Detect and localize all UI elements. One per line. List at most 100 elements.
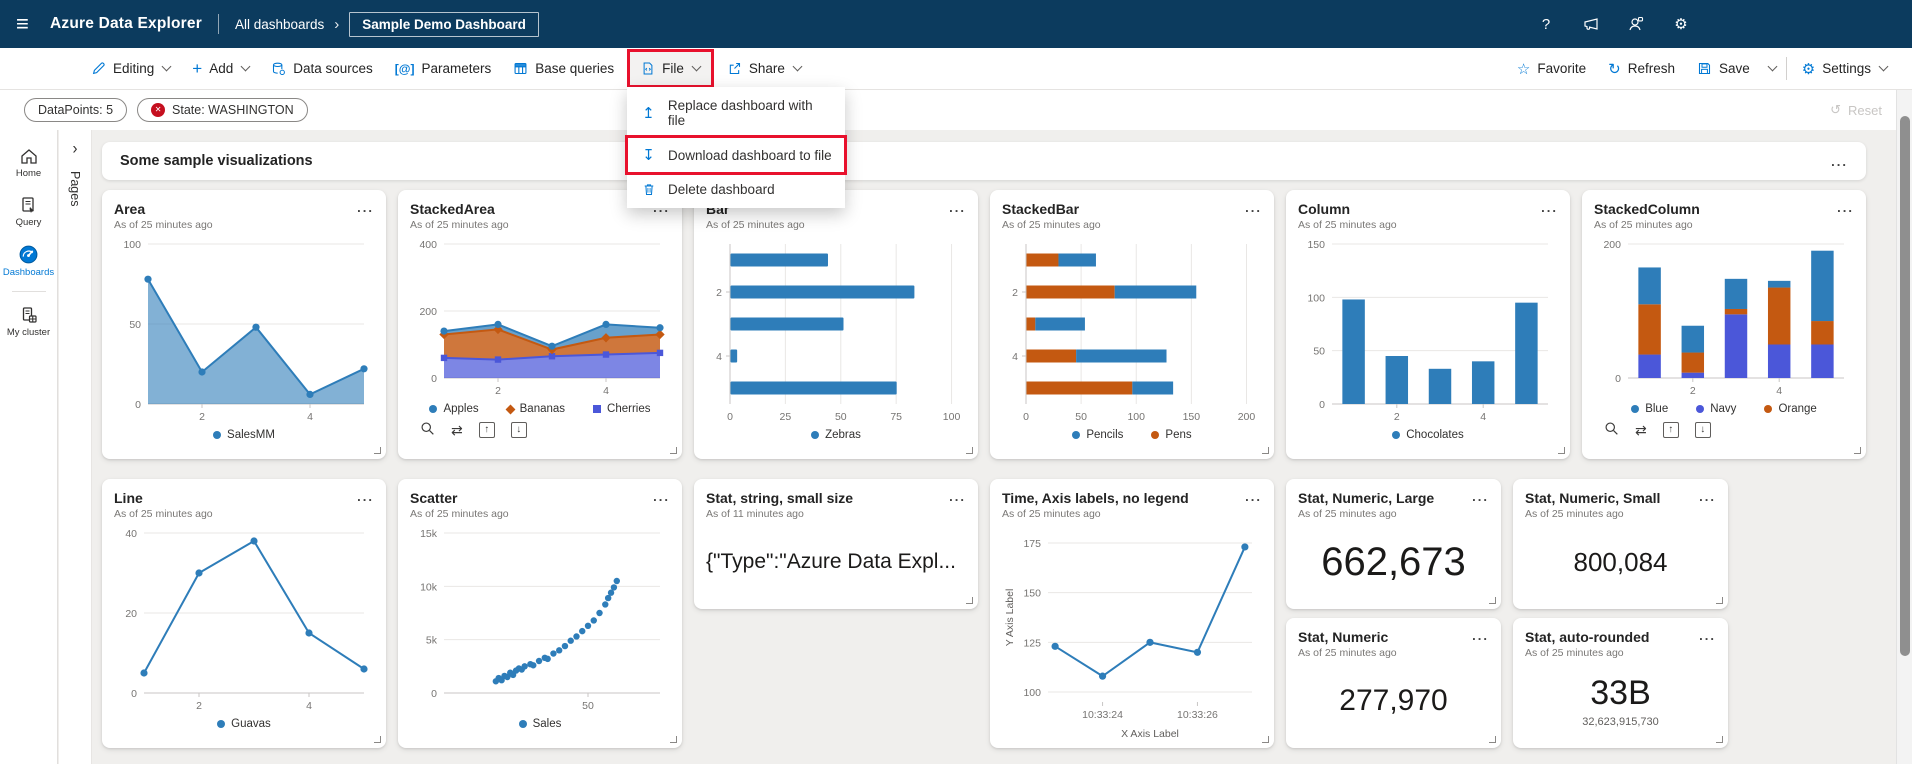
svg-text:25: 25 bbox=[780, 411, 792, 423]
menu-item-delete-dashboard[interactable]: Delete dashboard bbox=[627, 173, 845, 206]
legend-item-sales[interactable]: Sales bbox=[518, 718, 561, 730]
favorite-button[interactable]: ☆ Favorite bbox=[1516, 60, 1587, 78]
state-filter-chip[interactable]: ✕ State: WASHINGTON bbox=[137, 98, 308, 122]
remove-filter-icon[interactable]: ✕ bbox=[151, 103, 166, 117]
legend-item-navy[interactable]: Navy bbox=[1696, 403, 1736, 415]
sidebar-item-home[interactable]: Home bbox=[1, 140, 57, 185]
save-split-chevron-button[interactable] bbox=[1761, 48, 1782, 89]
breadcrumb-all-dashboards[interactable]: All dashboards bbox=[234, 16, 325, 32]
tile-resize-handle[interactable] bbox=[1716, 597, 1723, 604]
tile-resize-handle[interactable] bbox=[966, 597, 973, 604]
tile-resize-handle[interactable] bbox=[1854, 447, 1861, 454]
share-button[interactable]: Share bbox=[716, 48, 812, 89]
search-icon[interactable] bbox=[1604, 421, 1619, 439]
tile-title: Stat, Numeric, Small bbox=[1525, 490, 1661, 506]
tile-more-button[interactable]: ... bbox=[1472, 489, 1489, 504]
settings-button[interactable]: ⚙ Settings bbox=[1791, 48, 1898, 89]
expand-pages-chevron-icon[interactable]: › bbox=[72, 139, 78, 158]
stackedbar-chart: 0 50 100 150 200 2 4 bbox=[1012, 244, 1255, 423]
tile-more-button[interactable]: ... bbox=[1472, 628, 1489, 643]
tile-resize-handle[interactable] bbox=[1489, 736, 1496, 743]
toolbar-divider bbox=[1785, 57, 1787, 80]
data-sources-button[interactable]: Data sources bbox=[260, 48, 384, 89]
star-icon: ☆ bbox=[1516, 60, 1531, 78]
tile-more-button[interactable]: ... bbox=[1699, 489, 1716, 504]
legend-item-guavas[interactable]: Guavas bbox=[217, 718, 271, 730]
tile-resize-handle[interactable] bbox=[1262, 736, 1269, 743]
help-icon[interactable]: ? bbox=[1541, 15, 1551, 33]
tile-resize-handle[interactable] bbox=[966, 447, 973, 454]
tile-resize-handle[interactable] bbox=[1558, 447, 1565, 454]
tile-more-button[interactable]: ... bbox=[1699, 628, 1716, 643]
legend-item-pens[interactable]: Pens bbox=[1151, 429, 1192, 441]
tile-resize-handle[interactable] bbox=[1716, 736, 1723, 743]
legend-item-orange[interactable]: Orange bbox=[1764, 403, 1817, 415]
tile-more-button[interactable]: ... bbox=[1831, 153, 1848, 169]
editing-button[interactable]: Editing bbox=[80, 48, 181, 89]
refresh-button[interactable]: ↻ Refresh bbox=[1608, 60, 1675, 78]
legend-item-chocolates[interactable]: Chocolates bbox=[1392, 429, 1464, 441]
tile-resize-handle[interactable] bbox=[670, 736, 677, 743]
legend-item-zebras[interactable]: Zebras bbox=[811, 429, 861, 441]
tile-more-button[interactable]: ... bbox=[1837, 200, 1854, 215]
svg-text:2: 2 bbox=[1012, 287, 1018, 299]
sidebar-item-query[interactable]: Query bbox=[1, 189, 57, 234]
tile-more-button[interactable]: ... bbox=[949, 489, 966, 504]
search-icon[interactable] bbox=[420, 421, 435, 439]
tile-subtitle: As of 25 minutes ago bbox=[1002, 219, 1101, 231]
move-up-icon[interactable]: ↑ bbox=[1662, 422, 1679, 438]
chart-legend: Chocolates bbox=[1298, 429, 1558, 441]
move-up-icon[interactable]: ↑ bbox=[478, 422, 495, 438]
legend-item-cherries[interactable]: Cherries bbox=[593, 403, 651, 415]
tile-more-button[interactable]: ... bbox=[357, 489, 374, 504]
move-down-icon[interactable]: ↓ bbox=[1694, 422, 1711, 438]
legend-item-blue[interactable]: Blue bbox=[1631, 403, 1668, 415]
tile-more-button[interactable]: ... bbox=[1245, 489, 1262, 504]
feedback-megaphone-icon[interactable] bbox=[1582, 15, 1600, 33]
save-button[interactable]: Save bbox=[1686, 48, 1761, 89]
tile-more-button[interactable]: ... bbox=[1245, 200, 1262, 215]
tile-resize-handle[interactable] bbox=[1262, 447, 1269, 454]
tile-subtitle: As of 25 minutes ago bbox=[1525, 508, 1624, 520]
legend-item-salesmm[interactable]: SalesMM bbox=[213, 429, 275, 441]
hamburger-menu-icon[interactable]: ≡ bbox=[16, 11, 29, 36]
svg-text:50: 50 bbox=[582, 700, 594, 712]
tile-more-button[interactable]: ... bbox=[949, 200, 966, 215]
file-button[interactable]: File bbox=[630, 52, 711, 85]
tile-column: Stat, string, small size As of 11 minutes… bbox=[694, 479, 978, 748]
legend-item-pencils[interactable]: Pencils bbox=[1072, 429, 1123, 441]
reset-filters-button[interactable]: ↺ Reset bbox=[1830, 102, 1882, 118]
menu-item-download-dashboard[interactable]: ↧ Download dashboard to file bbox=[625, 135, 847, 175]
breadcrumb-current-dashboard[interactable]: Sample Demo Dashboard bbox=[349, 11, 539, 37]
tile-title: Stat, Numeric, Large bbox=[1298, 490, 1435, 506]
tile-resize-handle[interactable] bbox=[1489, 597, 1496, 604]
swap-axes-icon[interactable]: ⇄ bbox=[451, 421, 463, 438]
svg-text:100: 100 bbox=[1307, 292, 1325, 304]
legend-circle-marker bbox=[1072, 431, 1081, 439]
legend-item-apples[interactable]: Apples bbox=[429, 403, 479, 415]
account-icon[interactable] bbox=[1627, 15, 1645, 33]
tile-more-button[interactable]: ... bbox=[1541, 200, 1558, 215]
tile-resize-handle[interactable] bbox=[374, 447, 381, 454]
tile-subtitle: As of 25 minutes ago bbox=[114, 508, 213, 520]
rail-divider bbox=[11, 291, 46, 292]
portal-settings-gear-icon[interactable]: ⚙ bbox=[1674, 16, 1688, 33]
tile-more-button[interactable]: ... bbox=[653, 489, 670, 504]
sidebar-item-my-cluster[interactable]: My cluster bbox=[1, 299, 57, 344]
tile-resize-handle[interactable] bbox=[374, 736, 381, 743]
parameters-button[interactable]: [@] Parameters bbox=[394, 61, 492, 76]
base-queries-button[interactable]: Base queries bbox=[502, 48, 625, 89]
datapoints-filter-chip[interactable]: DataPoints: 5 bbox=[24, 98, 128, 122]
swap-axes-icon[interactable]: ⇄ bbox=[1635, 421, 1647, 438]
svg-text:4: 4 bbox=[716, 351, 722, 363]
scrollbar-thumb[interactable] bbox=[1900, 116, 1910, 656]
move-down-icon[interactable]: ↓ bbox=[510, 422, 527, 438]
legend-item-bananas[interactable]: Bananas bbox=[505, 403, 565, 415]
menu-item-replace-dashboard[interactable]: ↥ Replace dashboard with file bbox=[627, 89, 845, 137]
add-button[interactable]: + Add bbox=[181, 48, 260, 89]
tile-more-button[interactable]: ... bbox=[357, 200, 374, 215]
tile-resize-handle[interactable] bbox=[670, 447, 677, 454]
sidebar-item-dashboards[interactable]: Dashboards bbox=[1, 238, 57, 284]
vertical-scrollbar[interactable] bbox=[1896, 90, 1912, 764]
